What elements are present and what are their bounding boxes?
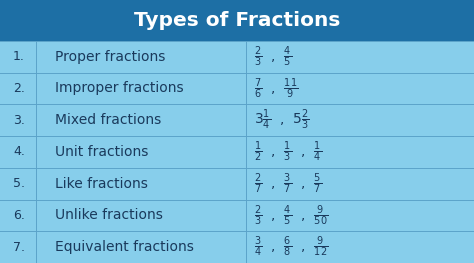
Text: Like fractions: Like fractions <box>55 177 147 191</box>
Text: Unit fractions: Unit fractions <box>55 145 148 159</box>
Text: $3\frac{1}{4}$  ,  $5\frac{2}{3}$: $3\frac{1}{4}$ , $5\frac{2}{3}$ <box>254 108 310 132</box>
Text: 1.: 1. <box>13 50 25 63</box>
Text: $\frac{7}{6}$  ,  $\frac{11}{9}$: $\frac{7}{6}$ , $\frac{11}{9}$ <box>254 76 298 100</box>
Bar <box>0 0 474 41</box>
Text: $\frac{2}{3}$  ,  $\frac{4}{5}$: $\frac{2}{3}$ , $\frac{4}{5}$ <box>254 44 292 69</box>
Text: Mixed fractions: Mixed fractions <box>55 113 161 127</box>
Text: 7.: 7. <box>13 241 25 254</box>
Text: 5.: 5. <box>13 177 25 190</box>
Text: 4.: 4. <box>13 145 25 158</box>
Text: 3.: 3. <box>13 114 25 127</box>
Text: Unlike fractions: Unlike fractions <box>55 208 163 222</box>
Text: Proper fractions: Proper fractions <box>55 50 165 64</box>
Text: $\frac{3}{4}$  ,  $\frac{6}{8}$  ,  $\frac{9}{12}$: $\frac{3}{4}$ , $\frac{6}{8}$ , $\frac{9… <box>254 235 328 259</box>
Text: Equivalent fractions: Equivalent fractions <box>55 240 193 254</box>
Text: $\frac{2}{7}$  ,  $\frac{3}{7}$  ,  $\frac{5}{7}$: $\frac{2}{7}$ , $\frac{3}{7}$ , $\frac{5… <box>254 171 322 196</box>
Text: $\frac{2}{3}$  ,  $\frac{4}{5}$  ,  $\frac{9}{50}$: $\frac{2}{3}$ , $\frac{4}{5}$ , $\frac{9… <box>254 203 328 227</box>
Text: $\frac{1}{2}$  ,  $\frac{1}{3}$  ,  $\frac{1}{4}$: $\frac{1}{2}$ , $\frac{1}{3}$ , $\frac{1… <box>254 140 322 164</box>
Text: 2.: 2. <box>13 82 25 95</box>
Text: Improper fractions: Improper fractions <box>55 81 183 95</box>
Text: Types of Fractions: Types of Fractions <box>134 11 340 30</box>
Text: 6.: 6. <box>13 209 25 222</box>
